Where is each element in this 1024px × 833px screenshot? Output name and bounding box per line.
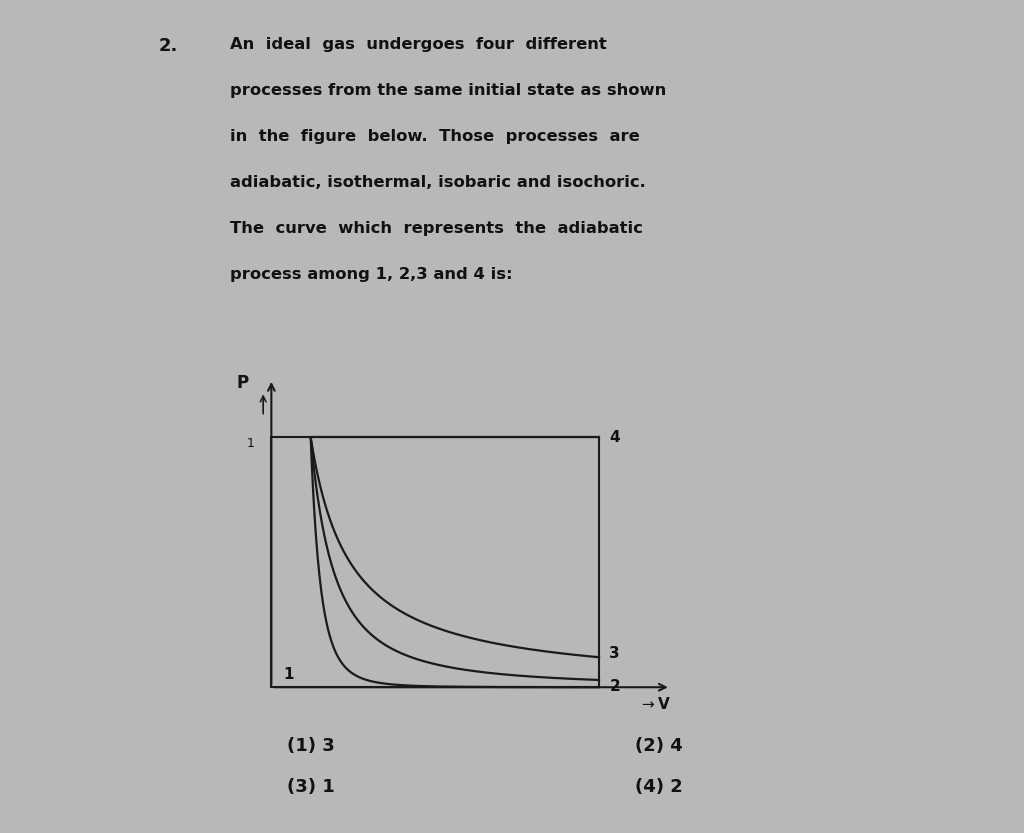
Text: 1: 1 — [284, 667, 294, 682]
Text: An  ideal  gas  undergoes  four  different: An ideal gas undergoes four different — [230, 37, 607, 52]
Text: The  curve  which  represents  the  adiabatic: The curve which represents the adiabatic — [230, 221, 643, 236]
Text: adiabatic, isothermal, isobaric and isochoric.: adiabatic, isothermal, isobaric and isoc… — [230, 175, 646, 190]
Text: 2.: 2. — [159, 37, 178, 56]
Text: P: P — [237, 374, 249, 392]
Text: processes from the same initial state as shown: processes from the same initial state as… — [230, 83, 667, 98]
Text: $\rightarrow$V: $\rightarrow$V — [639, 696, 672, 712]
Bar — [271, 437, 599, 687]
Text: 4: 4 — [609, 430, 620, 445]
Text: (3) 1: (3) 1 — [287, 778, 335, 796]
Text: 2: 2 — [609, 679, 620, 694]
Text: 1: 1 — [247, 437, 255, 451]
Text: 3: 3 — [609, 646, 620, 661]
Text: (2) 4: (2) 4 — [635, 736, 683, 755]
Text: process among 1, 2,3 and 4 is:: process among 1, 2,3 and 4 is: — [230, 267, 513, 282]
Text: (4) 2: (4) 2 — [635, 778, 683, 796]
Text: in  the  figure  below.  Those  processes  are: in the figure below. Those processes are — [230, 129, 640, 144]
Text: (1) 3: (1) 3 — [287, 736, 335, 755]
